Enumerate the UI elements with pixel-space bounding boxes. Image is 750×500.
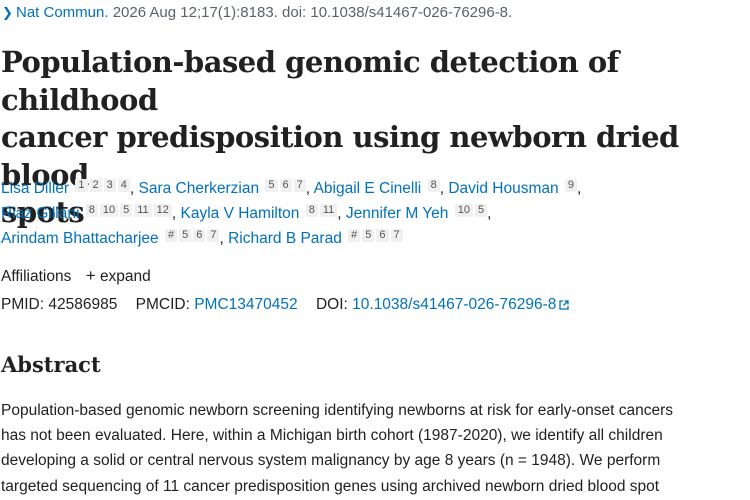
affiliations-expand-toggle[interactable]: + expand: [76, 266, 151, 285]
abstract-line-4: targeted sequencing of 11 cancer predisp…: [1, 477, 660, 495]
affiliation-ref[interactable]: 8: [85, 204, 98, 217]
expand-label[interactable]: expand: [99, 268, 151, 285]
affiliation-ref[interactable]: 6: [279, 179, 292, 192]
affiliation-ref[interactable]: 7: [390, 229, 403, 242]
author-richard-parad[interactable]: Richard B Parad: [228, 230, 342, 247]
doi-link[interactable]: 10.1038/s41467-026-76296-8: [352, 296, 557, 313]
affiliation-ref[interactable]: #: [348, 229, 361, 242]
affiliation-ref[interactable]: 8: [305, 204, 318, 217]
title-line-1: Population-based genomic detection of ch…: [1, 45, 619, 117]
author-separator: ,: [171, 205, 177, 222]
external-link-icon[interactable]: [559, 300, 570, 310]
abstract-line-3: developing a solid or central nervous sy…: [1, 452, 661, 470]
pmid-label: PMID:: [1, 296, 45, 313]
affiliation-ref[interactable]: 8: [427, 179, 440, 192]
author-separator: ,: [487, 205, 492, 222]
affiliation-ref[interactable]: 6: [376, 229, 389, 242]
author-abigail-cinelli[interactable]: Abigail E Cinelli: [313, 180, 422, 197]
abstract-text: Population-based genomic newborn screeni…: [1, 398, 749, 499]
affiliation-ref[interactable]: #: [164, 229, 178, 242]
affiliation-ref[interactable]: 5: [120, 204, 133, 217]
journal-link[interactable]: Nat Commun.: [16, 4, 109, 21]
abstract-heading: Abstract: [1, 352, 101, 377]
citation-line: ❯ Nat Commun. 2026 Aug 12;17(1):8183. doi…: [2, 4, 512, 21]
chevron-right-icon[interactable]: ❯: [2, 5, 13, 20]
author-separator: ,: [439, 180, 445, 197]
pmid-value: 42586985: [48, 296, 118, 313]
identifiers-row: PMID: 42586985 PMCID: PMC13470452 DOI: 1…: [1, 296, 570, 314]
article-title: Population-based genomic detection of ch…: [1, 44, 741, 232]
author-david-housman[interactable]: David Housman: [448, 180, 559, 197]
author-separator: ,: [219, 230, 224, 247]
author-line-3: Arindam Bhattacharjee #5 6 7, Richard B Pa…: [1, 226, 746, 251]
affiliation-ref[interactable]: 10: [454, 204, 473, 217]
affiliation-ref[interactable]: 9: [564, 179, 578, 192]
affiliation-ref[interactable]: 2: [89, 179, 102, 192]
affiliation-ref[interactable]: 11: [319, 204, 338, 217]
affiliation-ref[interactable]: 7: [207, 229, 220, 242]
affiliation-ref[interactable]: 3: [103, 179, 116, 192]
pmcid-label: PMCID:: [135, 296, 190, 313]
title-line-3: spots: [1, 195, 85, 229]
author-separator: ,: [577, 180, 582, 197]
title-line-2: cancer predisposition using newborn drie…: [1, 120, 679, 192]
author-separator: ,: [305, 180, 311, 197]
author-separator: ,: [129, 180, 135, 197]
affiliation-ref[interactable]: 6: [193, 229, 206, 242]
author-sara-cherkerzian[interactable]: Sara Cherkerzian: [138, 180, 260, 197]
author-separator: ,: [337, 205, 342, 222]
affiliation-ref[interactable]: 10: [99, 204, 119, 217]
affiliation-ref[interactable]: 1: [75, 179, 88, 192]
abstract-line-1: Population-based genomic newborn screeni…: [1, 402, 674, 419]
affiliation-ref[interactable]: 11: [134, 204, 152, 217]
pmcid-link[interactable]: PMC13470452: [194, 296, 298, 313]
author-kayla-hamilton[interactable]: Kayla V Hamilton: [180, 205, 300, 222]
affiliation-ref[interactable]: 4: [117, 179, 130, 192]
author-lisa-diller[interactable]: Lisa Diller: [1, 180, 70, 197]
abstract-line-2: has not been evaluated. Here, within a M…: [1, 427, 663, 445]
author-arindam-bhattacharjee[interactable]: Arindam Bhattacharjee: [1, 230, 159, 247]
author-line-2: Riaz Gillani 8 10 5 11 12, Kayla V Hamilton …: [1, 201, 746, 226]
affiliation-ref[interactable]: 5: [179, 229, 192, 242]
affiliations-row: Affiliations + expand: [1, 266, 151, 286]
affiliation-ref[interactable]: 12: [153, 204, 172, 217]
plus-icon[interactable]: +: [85, 266, 96, 285]
affiliation-ref[interactable]: 7: [293, 179, 306, 192]
citation-details: 2026 Aug 12;17(1):8183. doi: 10.1038/s41…: [112, 4, 513, 21]
affiliation-ref[interactable]: 5: [362, 229, 375, 242]
affiliation-ref[interactable]: 5: [474, 204, 488, 217]
author-riaz-gillani[interactable]: Riaz Gillani: [1, 205, 80, 222]
affiliation-ref[interactable]: 5: [265, 179, 278, 192]
author-jennifer-yeh[interactable]: Jennifer M Yeh: [345, 205, 449, 222]
doi-label: DOI:: [315, 296, 348, 313]
affiliations-label: Affiliations: [1, 268, 72, 285]
